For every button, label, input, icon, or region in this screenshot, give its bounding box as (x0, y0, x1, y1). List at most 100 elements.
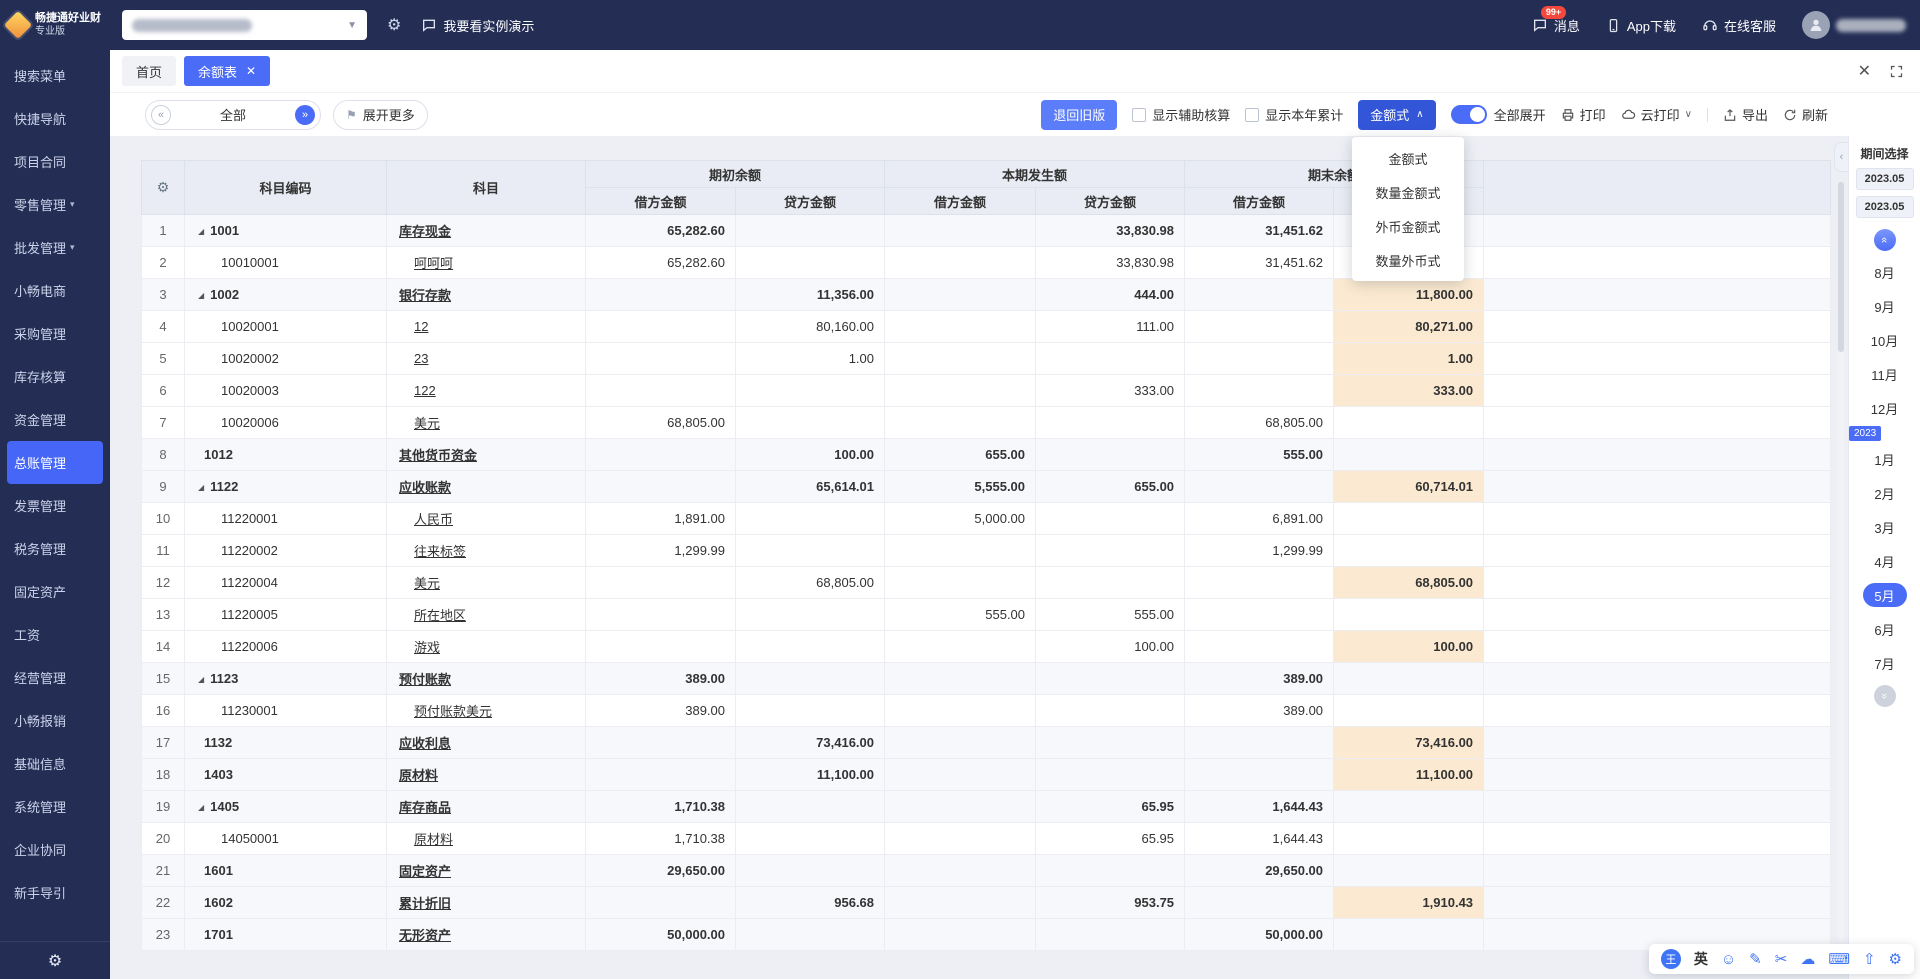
format-menu-item[interactable]: 数量金额式 (1375, 185, 1441, 201)
account-link[interactable]: 所在地区 (414, 608, 467, 623)
month-item[interactable]: 5月 (1862, 583, 1907, 607)
panel-collapse-handle[interactable]: ‹ (1834, 142, 1848, 172)
account-filter-select[interactable]: « 全部 » (145, 99, 321, 130)
sidebar-item[interactable]: 新手导引 (0, 871, 110, 914)
account-link[interactable]: 往来标签 (414, 544, 467, 559)
month-item[interactable]: 11月 (1871, 367, 1898, 383)
keyboard-icon[interactable]: ⌨ (1828, 951, 1850, 968)
format-select-button[interactable]: 金额式 ∧ (1358, 99, 1436, 130)
vertical-scrollbar[interactable] (1838, 182, 1844, 942)
sidebar-item[interactable]: 项目合同 (0, 140, 110, 183)
print-button[interactable]: 打印 (1561, 105, 1606, 124)
sidebar-item[interactable]: 经营管理 (0, 656, 110, 699)
sidebar-item[interactable]: 零售管理 ▾ (0, 183, 110, 226)
scroll-down-icon[interactable]: » (1873, 685, 1896, 707)
account-link[interactable]: 12 (414, 319, 429, 334)
sidebar-item[interactable]: 快捷导航 (0, 97, 110, 140)
expand-more-button[interactable]: ⚑ 展开更多 (333, 99, 428, 130)
demo-link[interactable]: 我要看实例演示 (421, 16, 534, 35)
fullscreen-icon[interactable] (1889, 64, 1904, 79)
sidebar-item[interactable]: 税务管理 (0, 527, 110, 570)
account-link[interactable]: 原材料 (414, 832, 454, 847)
scrollbar-thumb[interactable] (1838, 182, 1844, 352)
account-link[interactable]: 预付账款 (399, 672, 452, 687)
sidebar-item[interactable]: 批发管理 ▾ (0, 226, 110, 269)
emoji-icon[interactable]: ☺ (1720, 950, 1737, 968)
org-select[interactable]: ▼ (122, 10, 367, 40)
sidebar-item[interactable]: 小畅报销 (0, 699, 110, 742)
month-item[interactable]: 12月 (1870, 401, 1899, 417)
show-aux-accounting-checkbox[interactable]: 显示辅助核算 (1132, 105, 1230, 124)
scissors-icon[interactable]: ✂ (1774, 951, 1788, 968)
account-link[interactable]: 人民币 (414, 512, 454, 527)
month-item[interactable]: 4月 (1874, 554, 1895, 570)
pen-icon[interactable]: ✎ (1749, 951, 1762, 968)
ime-language-indicator[interactable]: 英 (1693, 951, 1708, 967)
sidebar-item[interactable]: 发票管理 (0, 484, 110, 527)
tab-balance-sheet[interactable]: 余额表 ✕ (184, 56, 271, 86)
collapse-triangle-icon[interactable]: ◢ (198, 803, 205, 812)
month-item[interactable]: 2月 (1874, 486, 1895, 502)
month-item[interactable]: 3月 (1874, 520, 1895, 536)
sidebar-item[interactable]: 采购管理 (0, 312, 110, 355)
account-link[interactable]: 23 (414, 351, 429, 366)
shift-icon[interactable]: ⇧ (1862, 951, 1876, 968)
sidebar-item[interactable]: 企业协同 (0, 828, 110, 871)
format-menu-item[interactable]: 数量外币式 (1375, 253, 1441, 269)
gear-icon[interactable]: ⚙ (1888, 951, 1902, 968)
tab-home[interactable]: 首页 (122, 56, 177, 86)
month-item[interactable]: 6月 (1874, 622, 1895, 638)
month-item[interactable]: 8月 (1874, 265, 1895, 281)
collapse-triangle-icon[interactable]: ◢ (198, 675, 205, 684)
account-link[interactable]: 其他货币资金 (399, 448, 478, 463)
account-link[interactable]: 银行存款 (399, 288, 452, 303)
account-link[interactable]: 库存现金 (399, 224, 452, 239)
cloud-print-button[interactable]: 云打印 ∨ (1621, 105, 1692, 124)
column-settings-gear-icon[interactable]: ⚙ (156, 179, 170, 195)
user-account[interactable] (1802, 11, 1906, 39)
account-link[interactable]: 美元 (414, 576, 441, 591)
account-link[interactable]: 游戏 (414, 640, 441, 655)
account-link[interactable]: 累计折旧 (399, 896, 452, 911)
format-menu-item[interactable]: 外币金额式 (1375, 219, 1441, 235)
back-to-old-version-button[interactable]: 退回旧版 (1041, 99, 1118, 130)
period-from[interactable]: 2023.05 (1855, 168, 1914, 190)
sidebar-item[interactable]: 资金管理 (0, 398, 110, 441)
sidebar-item[interactable]: 总账管理 (7, 441, 103, 484)
sidebar-item[interactable]: 库存核算 (0, 355, 110, 398)
cloud-icon[interactable]: ☁ (1800, 951, 1816, 968)
sidebar-item[interactable]: 系统管理 (0, 785, 110, 828)
collapse-triangle-icon[interactable]: ◢ (198, 227, 205, 236)
sidebar-item[interactable]: 基础信息 (0, 742, 110, 785)
scroll-up-icon[interactable]: « (1873, 229, 1896, 251)
account-link[interactable]: 预付账款美元 (414, 704, 493, 719)
app-download-button[interactable]: App下载 (1606, 16, 1676, 35)
online-service-button[interactable]: 在线客服 (1702, 16, 1776, 35)
account-link[interactable]: 固定资产 (399, 864, 452, 879)
next-icon[interactable]: » (295, 104, 315, 125)
period-to[interactable]: 2023.05 (1855, 196, 1914, 218)
account-link[interactable]: 应收利息 (399, 736, 452, 751)
collapse-triangle-icon[interactable]: ◢ (198, 291, 205, 300)
export-button[interactable]: 导出 (1723, 105, 1768, 124)
collapse-triangle-icon[interactable]: ◢ (198, 483, 205, 492)
account-link[interactable]: 无形资产 (399, 928, 452, 943)
close-all-icon[interactable]: ✕ (1857, 63, 1871, 80)
sidebar-item[interactable]: 小畅电商 (0, 269, 110, 312)
account-link[interactable]: 原材料 (399, 768, 439, 783)
sidebar-settings-gear-icon[interactable]: ⚙ (0, 941, 110, 979)
account-link[interactable]: 库存商品 (399, 800, 452, 815)
month-item[interactable]: 1月 (1874, 452, 1895, 468)
account-link[interactable]: 122 (414, 383, 436, 398)
month-item[interactable]: 7月 (1874, 656, 1895, 672)
sidebar-item[interactable]: 搜索菜单 (0, 54, 110, 97)
topbar-gear-icon[interactable]: ⚙ (387, 17, 402, 34)
account-link[interactable]: 呵呵呵 (414, 256, 454, 271)
show-ytd-checkbox[interactable]: 显示本年累计 (1245, 105, 1343, 124)
month-item[interactable]: 9月 (1874, 299, 1895, 315)
ime-logo-icon[interactable]: 王 (1660, 949, 1681, 969)
messages-button[interactable]: 99+ 消息 (1532, 5, 1580, 35)
account-link[interactable]: 美元 (414, 416, 441, 431)
format-menu-item[interactable]: 金额式 (1388, 151, 1428, 167)
tab-close-icon[interactable]: ✕ (246, 64, 257, 78)
